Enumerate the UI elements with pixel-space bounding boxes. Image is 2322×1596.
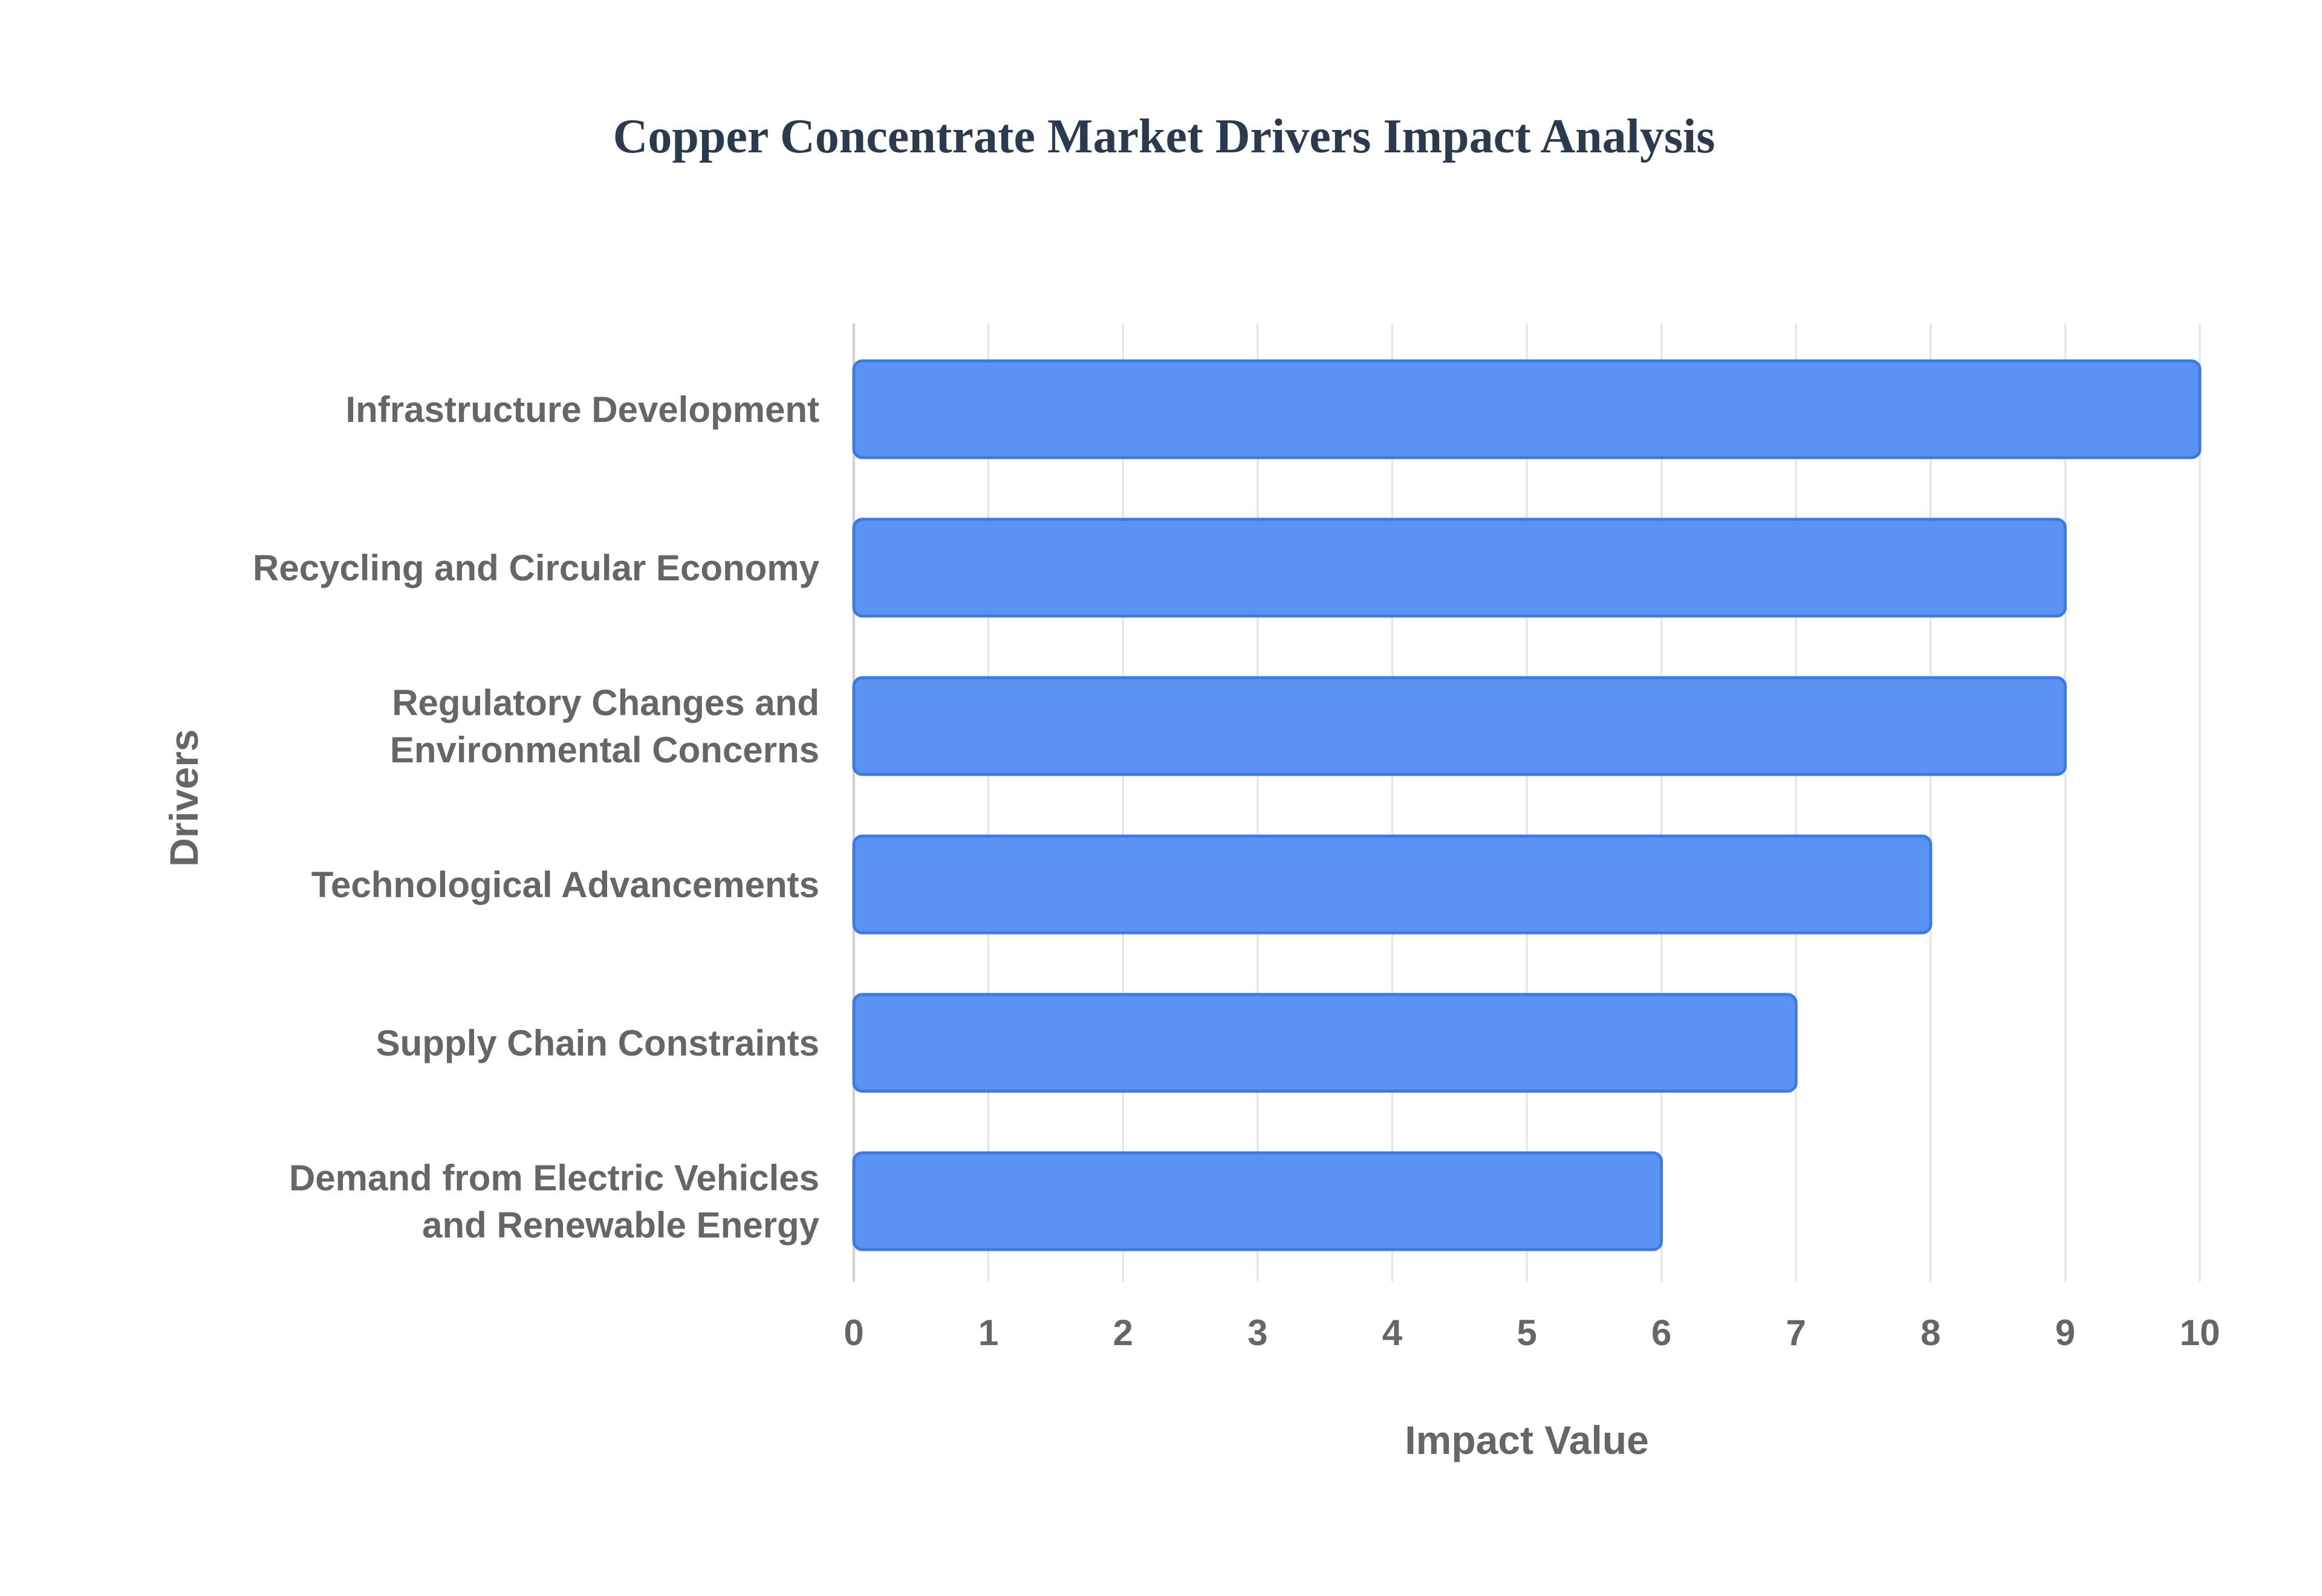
category-label-1: Infrastructure Development (345, 389, 819, 430)
category-label-line: Regulatory Changes and (392, 683, 819, 723)
x-tick-label-0: 0 (844, 1312, 863, 1353)
bar-5 (852, 993, 1798, 1093)
category-labels: Infrastructure Development Recycling and … (253, 389, 820, 1245)
bars (852, 359, 2202, 1251)
category-label-line: Recycling and Circular Economy (253, 548, 820, 588)
category-label-line: Environmental Concerns (390, 730, 819, 770)
x-tick-label-1: 1 (978, 1312, 998, 1353)
y-axis-title: Drivers (161, 729, 206, 867)
category-label-6: Demand from Electric Vehicles and Renewab… (289, 1158, 820, 1245)
category-label-line: Infrastructure Development (345, 389, 819, 430)
x-tick-label-4: 4 (1382, 1312, 1403, 1353)
x-tick-label-7: 7 (1786, 1312, 1806, 1353)
category-label-5: Supply Chain Constraints (376, 1023, 819, 1063)
x-axis-title: Impact Value (1405, 1418, 1649, 1462)
x-tick-label-10: 10 (2180, 1312, 2220, 1353)
category-label-4: Technological Advancements (311, 864, 819, 905)
bar-2 (852, 517, 2067, 618)
x-tick-label-6: 6 (1651, 1312, 1671, 1353)
bar-4 (852, 834, 1933, 935)
category-label-line: Demand from Electric Vehicles (289, 1158, 819, 1198)
bar-3 (852, 676, 2067, 776)
chart-title: Copper Concentrate Market Drivers Impact… (613, 110, 1715, 163)
x-tick-label-3: 3 (1247, 1312, 1267, 1353)
category-label-line: and Renewable Energy (422, 1205, 819, 1245)
x-tick-label-2: 2 (1113, 1312, 1133, 1353)
category-label-2: Recycling and Circular Economy (253, 548, 820, 588)
category-label-line: Supply Chain Constraints (376, 1023, 819, 1063)
x-tick-label-9: 9 (2055, 1312, 2075, 1353)
gridlines (853, 323, 2201, 1282)
category-label-3: Regulatory Changes and Environmental Conc… (390, 683, 819, 770)
x-tick-labels: 0 1 2 3 4 5 6 7 8 9 10 (844, 1312, 2220, 1353)
x-tick-label-5: 5 (1517, 1312, 1537, 1353)
bar-1 (852, 359, 2202, 459)
x-tick-label-8: 8 (1920, 1312, 1940, 1353)
bar-6 (852, 1151, 1663, 1251)
category-label-line: Technological Advancements (311, 864, 819, 905)
